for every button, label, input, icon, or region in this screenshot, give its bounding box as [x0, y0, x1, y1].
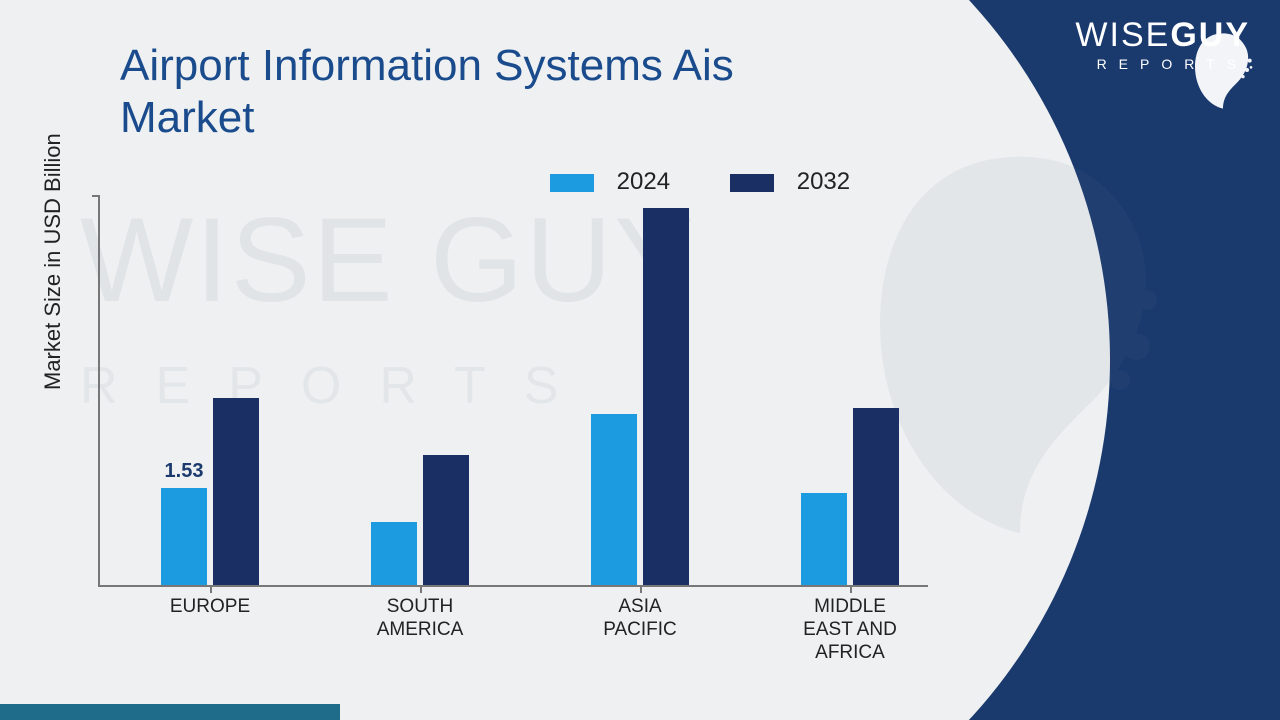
bar-2024	[161, 488, 207, 585]
bar-value-label: 1.53	[153, 460, 215, 483]
legend: 2024 2032	[550, 168, 850, 196]
bar-2024	[591, 414, 637, 585]
logo-head-icon	[1188, 30, 1258, 110]
legend-label-2024: 2024	[617, 168, 670, 195]
bar-2032	[853, 408, 899, 585]
legend-item-2024: 2024	[550, 168, 670, 196]
legend-swatch-2032	[730, 174, 774, 192]
plot-area	[100, 205, 928, 585]
y-axis-label: Market Size in USD Billion	[40, 133, 66, 390]
legend-label-2032: 2032	[797, 168, 850, 195]
brand-logo: WISEGUY REPORTS	[1075, 18, 1250, 72]
category-label: MIDDLE EAST AND AFRICA	[790, 596, 910, 664]
x-tick	[420, 585, 422, 593]
chart-title: Airport Information Systems Ais Market	[120, 40, 880, 144]
chart-canvas: WISE GUY REPORTS WISEGUY REPORTS Airport…	[0, 0, 1280, 720]
category-label: ASIA PACIFIC	[580, 596, 700, 642]
y-tick	[92, 195, 100, 197]
x-tick	[850, 585, 852, 593]
x-axis-line	[98, 585, 928, 587]
category-label: EUROPE	[150, 596, 270, 619]
bar-2032	[213, 398, 259, 585]
bar-2032	[423, 455, 469, 585]
legend-swatch-2024	[550, 174, 594, 192]
x-tick	[640, 585, 642, 593]
category-label: SOUTH AMERICA	[360, 596, 480, 642]
bar-2032	[643, 208, 689, 585]
bar-2024	[371, 522, 417, 585]
legend-item-2032: 2032	[730, 168, 850, 196]
x-tick	[210, 585, 212, 593]
bottom-accent-bar	[0, 704, 340, 720]
bar-2024	[801, 493, 847, 585]
